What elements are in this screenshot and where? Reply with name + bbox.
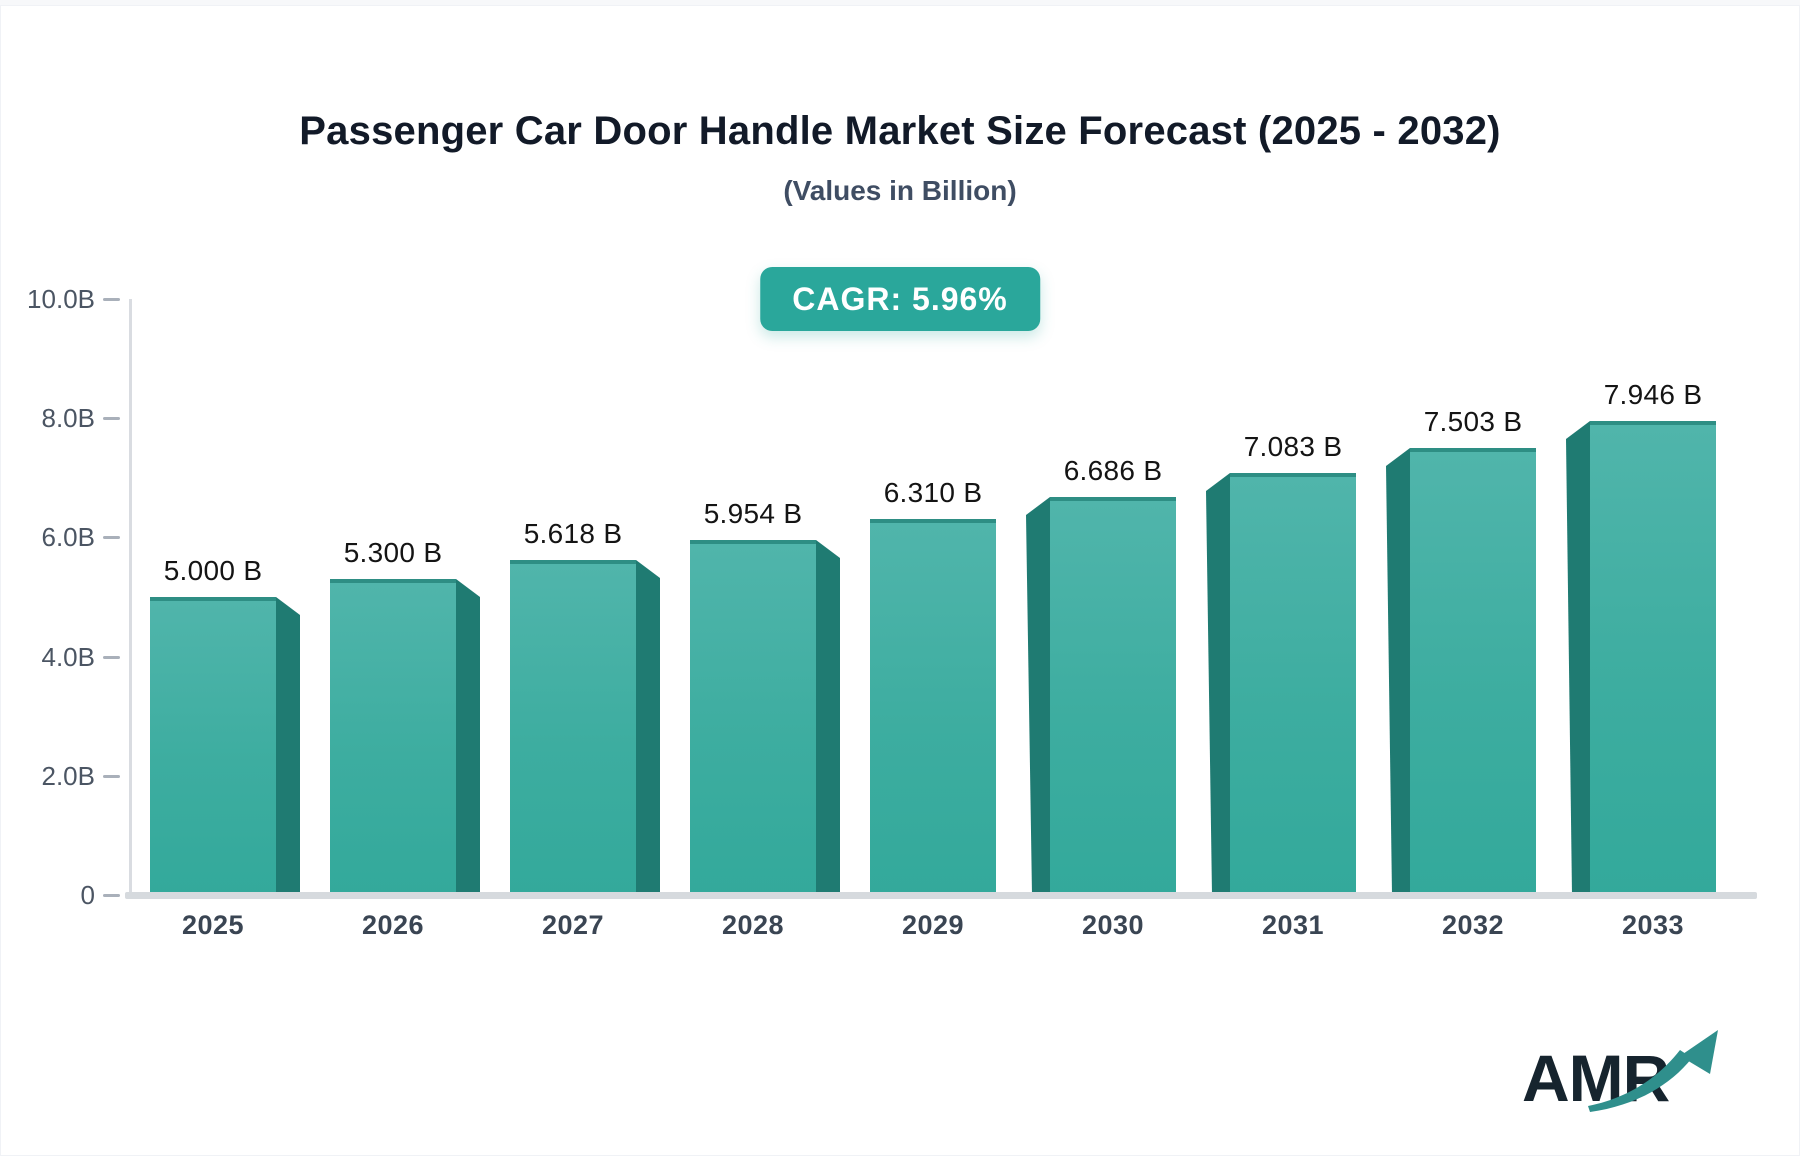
y-axis-tick-mark [103,774,120,778]
bar-side-face [456,579,480,895]
bar-2025 [150,597,276,895]
bar-side-face [816,540,840,895]
bar-value-label: 5.000 B [163,555,263,586]
bar-2033 [1590,421,1716,895]
bar-side-face [636,560,660,895]
bar-value-label: 7.503 B [1423,406,1523,437]
bar-2031 [1230,473,1356,895]
y-axis-tick-mark [103,894,120,897]
bar-side-face [1026,497,1050,895]
x-axis-label: 2032 [1441,910,1505,940]
y-axis-tick-label: 6.0B [41,522,96,553]
bar-group-2033: 7.946 B 2033 [1563,5,1743,940]
y-axis-tick-label: 0 [80,880,95,910]
cagr-badge: CAGR: 5.96% [760,267,1040,331]
x-axis-label: 2033 [1621,910,1685,940]
y-axis-tick-label: 8.0B [41,403,96,434]
y-axis-tick-mark [103,417,120,421]
bar-2029 [870,519,996,895]
bar-value-label: 5.954 B [703,498,803,529]
bar-value-label: 7.946 B [1603,379,1703,410]
bar-value-label: 6.686 B [1063,455,1163,486]
x-axis-label: 2029 [901,910,965,940]
bar-group-2029: 6.310 B 2029 [843,5,1023,940]
x-axis-label: 2031 [1261,910,1325,940]
bar-2028 [690,540,816,895]
bar-2026 [330,579,456,895]
x-axis-label: 2027 [541,910,605,940]
chart-subtitle: (Values in Billion) [783,175,1017,206]
y-axis-tick-label: 10.0B [27,284,95,314]
bar-value-label: 5.618 B [523,518,623,549]
x-axis-label: 2025 [181,910,245,940]
bar-value-label: 7.083 B [1243,431,1343,462]
chart-title: Passenger Car Door Handle Market Size Fo… [299,109,1501,153]
y-axis-tick-mark [103,536,120,540]
x-axis-label: 2026 [361,910,425,940]
bar-side-face [1566,421,1590,895]
bar-2027 [510,560,636,895]
y-axis-tick-label: 2.0B [41,760,96,791]
y-axis-tick-mark [103,298,120,301]
bar-group-2028: 5.954 B 2028 [663,5,843,940]
x-axis-label: 2028 [721,910,785,940]
bar-chart: 10.0B 8.0B 6.0B 4.0B 2.0B 0 5.000 B 2025 5.300 B… [0,5,1800,1161]
x-axis-line [125,892,1757,899]
bar-group-2026: 5.300 B 2026 [303,5,483,940]
bar-side-face [1386,448,1410,895]
bar-group-2030: 6.686 B 2030 [1023,5,1203,940]
y-axis-tick-label: 4.0B [41,641,96,672]
bar-2030 [1050,497,1176,895]
bar-side-face [1206,473,1230,895]
bar-group-2025: 5.000 B 2025 [123,5,303,940]
bar-group-2032: 7.503 B 2032 [1383,5,1563,940]
bar-group-2027: 5.618 B 2027 [483,5,663,940]
bar-value-label: 5.300 B [343,537,443,568]
bar-2032 [1410,448,1536,895]
amr-logo: AMR [1522,1026,1752,1130]
bar-value-label: 6.310 B [883,477,983,508]
bar-group-2031: 7.083 B 2031 [1203,5,1383,940]
x-axis-label: 2030 [1081,910,1145,940]
bar-side-face [276,597,300,895]
logo-text: AMR [1522,1041,1670,1115]
y-axis-line [129,299,132,895]
y-axis-tick-mark [103,655,120,659]
growth-arrow-icon [1588,1030,1718,1112]
